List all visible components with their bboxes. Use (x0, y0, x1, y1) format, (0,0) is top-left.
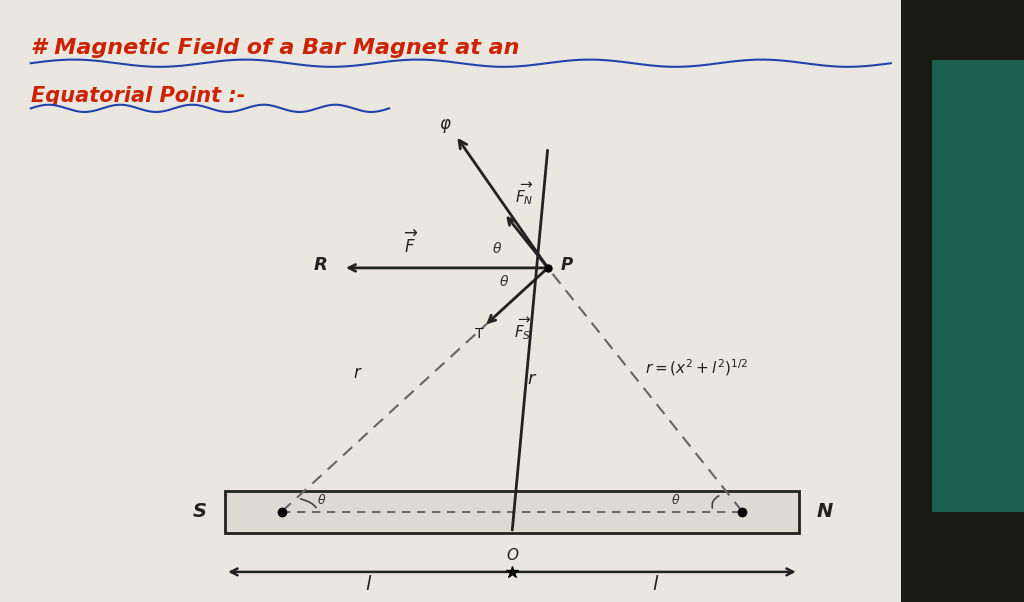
Text: T: T (475, 327, 483, 341)
Text: $\overrightarrow{F_S}$: $\overrightarrow{F_S}$ (514, 315, 530, 341)
Text: $\overrightarrow{F_N}$: $\overrightarrow{F_N}$ (515, 181, 534, 207)
Text: $l$: $l$ (365, 575, 373, 594)
Text: S: S (193, 502, 207, 521)
Text: # Magnetic Field of a Bar Magnet at an: # Magnetic Field of a Bar Magnet at an (31, 38, 519, 58)
Bar (0, 0, 901, 602)
Text: $l$: $l$ (651, 575, 659, 594)
Bar (225, 491, 799, 533)
Text: N: N (816, 502, 833, 521)
Text: $r=(x^2+l^2)^{1/2}$: $r=(x^2+l^2)^{1/2}$ (645, 357, 749, 377)
Text: $\varphi$: $\varphi$ (439, 117, 452, 135)
Text: $\theta$: $\theta$ (492, 241, 502, 256)
Text: R: R (313, 256, 328, 274)
Text: P: P (561, 256, 573, 274)
Text: $\theta$: $\theta$ (499, 274, 509, 289)
Text: O: O (506, 548, 518, 563)
Bar (932, 60, 1024, 512)
Text: $r$: $r$ (353, 364, 362, 382)
Text: $\theta$: $\theta$ (317, 494, 327, 507)
Text: $r$: $r$ (527, 370, 538, 388)
Bar (0, 0, 901, 602)
Bar (901, 0, 1024, 602)
Text: $\overrightarrow{F}$: $\overrightarrow{F}$ (404, 231, 419, 257)
Text: $\theta$: $\theta$ (671, 494, 680, 507)
Text: Equatorial Point :-: Equatorial Point :- (31, 86, 245, 107)
